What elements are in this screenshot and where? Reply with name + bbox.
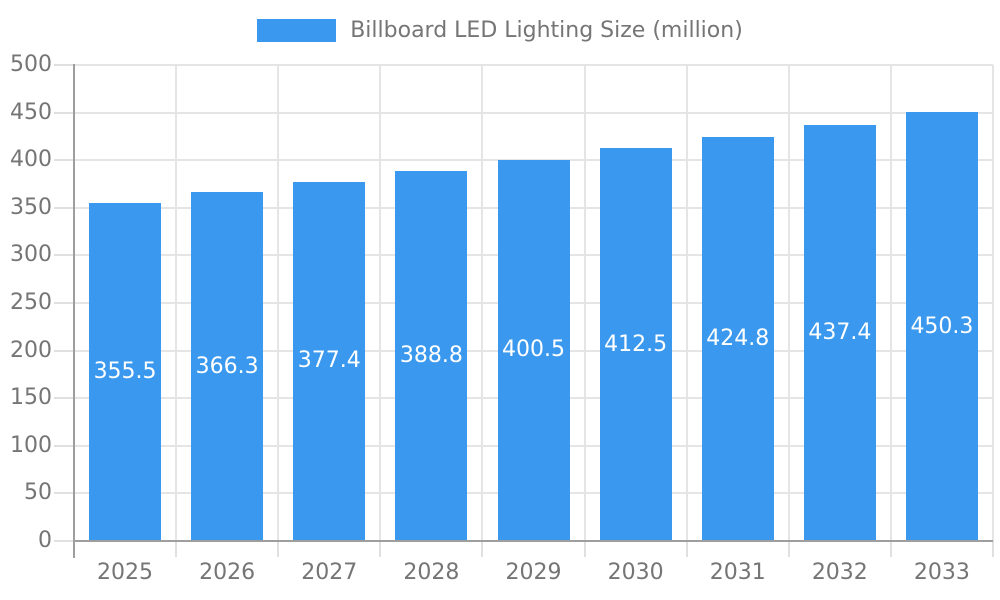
bar-value-label: 437.4: [808, 319, 872, 345]
gridline-vertical: [685, 65, 688, 541]
y-axis-tick: [54, 206, 74, 209]
gridline-vertical: [277, 65, 280, 541]
bar-value-label: 377.4: [297, 348, 361, 374]
legend-swatch: [257, 19, 337, 42]
bar-value-label: 355.5: [93, 358, 157, 384]
bar[interactable]: [599, 148, 672, 541]
y-axis-tick: [54, 302, 74, 304]
x-axis-tick-label: 2033: [913, 560, 970, 585]
gridline-horizontal: [74, 64, 993, 66]
y-axis-tick: [54, 111, 74, 114]
gridline-vertical: [481, 65, 484, 541]
bar[interactable]: [293, 181, 366, 541]
y-axis-tick: [54, 540, 74, 542]
y-axis-tick: [54, 159, 74, 162]
x-axis-tick: [379, 541, 382, 557]
gridline-vertical: [889, 65, 892, 541]
bar[interactable]: [497, 159, 570, 541]
y-axis-tick-label: 450: [10, 99, 52, 125]
x-axis-tick: [583, 541, 586, 557]
y-axis-tick-label: 0: [38, 528, 52, 553]
x-axis-tick-label: 2030: [607, 560, 664, 585]
y-axis-tick-label: 500: [10, 52, 52, 77]
y-axis-tick-label: 150: [10, 385, 52, 411]
y-axis-tick: [54, 349, 74, 352]
x-axis-tick-label: 2027: [301, 560, 358, 585]
gridline-vertical: [992, 65, 994, 541]
bar-value-label: 400.5: [502, 337, 565, 363]
y-axis-tick-label: 300: [10, 242, 52, 268]
x-axis-tick: [889, 541, 892, 557]
y-axis-tick-label: 400: [10, 147, 52, 173]
y-axis-tick-label: 200: [10, 337, 52, 363]
x-axis-tick: [787, 541, 790, 557]
chart-legend[interactable]: Billboard LED Lighting Size (million): [0, 18, 1000, 43]
bar[interactable]: [191, 192, 264, 541]
x-axis-tick: [175, 541, 178, 557]
bar-value-label: 424.8: [706, 325, 770, 351]
y-axis-tick: [54, 492, 74, 495]
y-axis-tick: [54, 397, 74, 400]
legend-label: Billboard LED Lighting Size (million): [350, 18, 743, 43]
bar[interactable]: [905, 112, 978, 541]
bar-value-label: 412.5: [604, 331, 668, 357]
gridline-vertical: [175, 65, 178, 541]
x-axis-tick-label: 2025: [97, 560, 154, 585]
gridline-vertical: [379, 65, 382, 541]
bar-value-label: 388.8: [399, 342, 463, 368]
bar-value-label: 366.3: [195, 353, 259, 379]
y-axis-tick-label: 50: [24, 480, 52, 506]
y-axis-tick-label: 350: [10, 194, 52, 220]
y-axis-tick: [54, 444, 74, 447]
y-axis-tick-label: 250: [10, 290, 52, 315]
y-axis-tick: [54, 254, 74, 257]
y-axis-line: [73, 64, 75, 558]
gridline-vertical: [583, 65, 586, 541]
y-axis-tick-label: 100: [10, 432, 52, 458]
bar[interactable]: [89, 202, 162, 541]
x-axis-tick: [685, 541, 688, 557]
gridline-vertical: [787, 65, 790, 541]
y-axis-tick: [54, 64, 74, 66]
bar[interactable]: [701, 136, 774, 541]
bar-value-label: 450.3: [910, 313, 974, 339]
x-axis-tick-label: 2031: [709, 560, 766, 585]
x-axis-tick: [992, 541, 994, 557]
x-axis-tick: [481, 541, 484, 557]
x-axis-tick-label: 2032: [811, 560, 868, 585]
x-axis-tick: [277, 541, 280, 557]
gridline-horizontal: [74, 111, 993, 114]
x-axis-tick-label: 2026: [199, 560, 256, 585]
x-axis-line: [73, 540, 993, 542]
bar[interactable]: [395, 170, 468, 541]
x-axis-tick-label: 2029: [505, 560, 562, 585]
x-axis-tick-label: 2028: [403, 560, 460, 585]
bar[interactable]: [803, 124, 876, 541]
